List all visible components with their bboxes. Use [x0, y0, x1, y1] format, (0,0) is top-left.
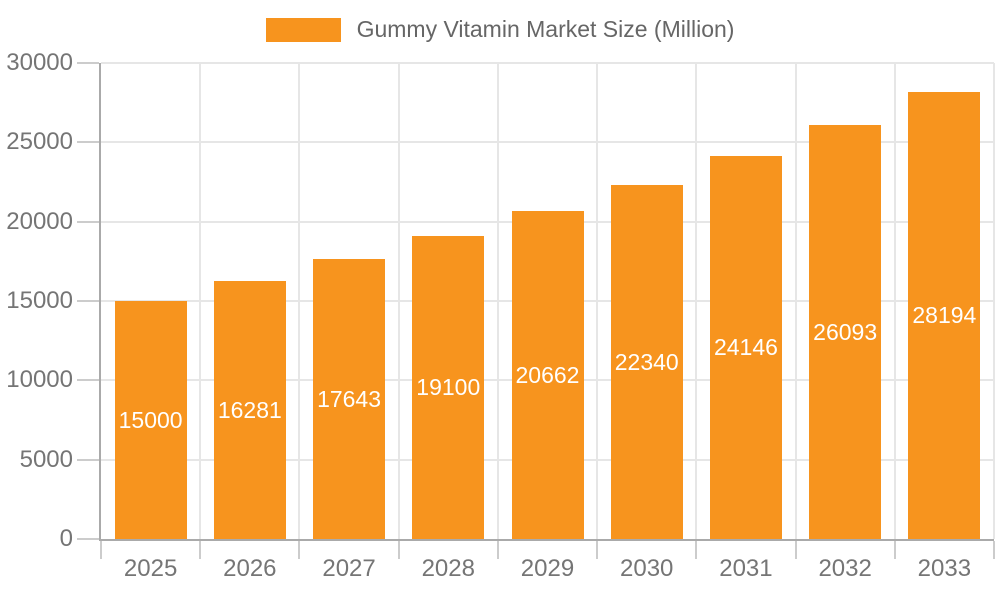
x-axis-line — [99, 539, 994, 541]
x-axis-tick-label: 2026 — [223, 555, 277, 582]
gridline-horizontal — [101, 141, 994, 144]
y-axis-line — [99, 63, 101, 539]
legend-label: Gummy Vitamin Market Size (Million) — [356, 16, 735, 42]
bar-2029[interactable]: 20662 — [511, 211, 584, 539]
bar-2033[interactable]: 28194 — [908, 91, 981, 539]
gridline-vertical — [893, 63, 896, 539]
bar-value-label: 26093 — [813, 319, 878, 345]
x-axis-tick — [993, 541, 995, 559]
y-axis-tick-label: 20000 — [6, 207, 73, 235]
y-axis-tick — [77, 458, 99, 461]
gridline-vertical — [695, 63, 698, 539]
y-axis-tick — [77, 220, 99, 223]
bar-2028[interactable]: 19100 — [412, 235, 485, 539]
x-axis-tick — [596, 541, 599, 559]
gridline-vertical — [993, 63, 995, 539]
bar-value-label: 19100 — [416, 374, 481, 401]
y-axis-tick — [77, 62, 99, 64]
x-axis-tick-label: 2032 — [818, 555, 872, 582]
bar-value-label: 24146 — [713, 334, 778, 361]
bar-2032[interactable]: 26093 — [809, 125, 882, 539]
x-axis-tick — [893, 541, 896, 559]
x-axis-tick — [100, 541, 102, 559]
y-axis-tick-label: 10000 — [6, 366, 73, 394]
x-axis-tick-label: 2033 — [917, 555, 972, 582]
gridline-vertical — [596, 63, 599, 539]
x-axis-tick-label: 2028 — [421, 555, 475, 582]
bar-value-label: 20662 — [515, 362, 580, 389]
gridline-vertical — [298, 63, 301, 539]
y-axis-tick — [77, 538, 99, 540]
gridline-vertical — [496, 63, 499, 539]
x-axis-tick — [298, 541, 301, 559]
x-axis-tick — [794, 541, 797, 559]
x-axis-tick-label: 2029 — [520, 555, 575, 582]
gridline-vertical — [397, 63, 400, 539]
y-axis-tick-label: 30000 — [6, 49, 73, 76]
y-axis-tick-label: 5000 — [19, 445, 73, 473]
y-axis-tick — [77, 379, 99, 382]
x-axis-tick — [397, 541, 400, 559]
x-axis-tick-label: 2027 — [322, 555, 376, 582]
bar-value-label: 28194 — [912, 302, 977, 329]
x-axis-tick — [695, 541, 698, 559]
bar-value-label: 22340 — [614, 348, 679, 375]
y-axis-tick-label: 15000 — [6, 287, 73, 314]
bar-value-label: 15000 — [118, 407, 183, 433]
bar-2027[interactable]: 17643 — [313, 259, 386, 539]
y-axis-tick-label: 0 — [59, 525, 73, 552]
bar-2026[interactable]: 16281 — [213, 280, 286, 539]
bar-2031[interactable]: 24146 — [709, 155, 782, 539]
bar-value-label: 16281 — [217, 396, 282, 423]
gridline-horizontal — [101, 62, 994, 64]
plot-area: 0 5000 10000 15000 20000 25000 30000 15000 2025 1… — [6, 51, 995, 582]
gridline-vertical — [794, 63, 797, 539]
x-axis-tick — [199, 541, 202, 559]
legend-swatch — [265, 17, 341, 42]
y-axis-tick — [77, 300, 99, 302]
bar-2030[interactable]: 22340 — [610, 184, 683, 539]
x-axis-tick-label: 2025 — [123, 555, 178, 582]
bar-2025[interactable]: 15000 — [114, 301, 187, 539]
x-axis-tick-label: 2030 — [620, 555, 674, 582]
y-axis-tick — [77, 141, 99, 144]
x-axis-tick — [496, 541, 499, 559]
x-axis-tick-label: 2031 — [719, 555, 773, 582]
gridline-vertical — [199, 63, 202, 539]
y-axis-tick-label: 25000 — [6, 128, 73, 156]
bar-value-label: 17643 — [317, 386, 382, 413]
legend-item[interactable]: Gummy Vitamin Market Size (Million) — [0, 16, 1000, 43]
